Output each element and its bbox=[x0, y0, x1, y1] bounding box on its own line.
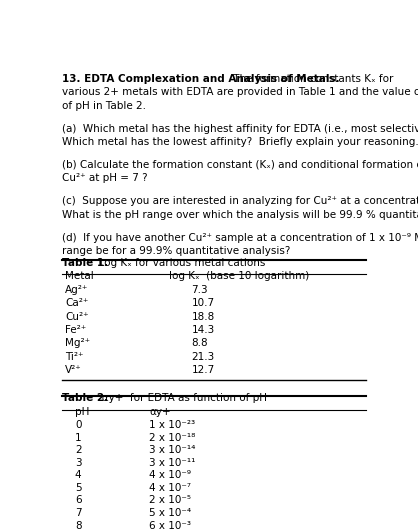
Text: 13. EDTA Complexation and Analysis of Metals.: 13. EDTA Complexation and Analysis of Me… bbox=[62, 74, 339, 84]
Text: 3 x 10⁻¹⁴: 3 x 10⁻¹⁴ bbox=[150, 445, 196, 455]
Text: 2 x 10⁻¹⁸: 2 x 10⁻¹⁸ bbox=[150, 433, 196, 443]
Text: 21.3: 21.3 bbox=[191, 352, 215, 362]
Text: αy+  for EDTA as function of pH: αy+ for EDTA as function of pH bbox=[92, 393, 267, 403]
Text: 5: 5 bbox=[75, 483, 82, 493]
Text: various 2+ metals with EDTA are provided in Table 1 and the value of αy+ as a fu: various 2+ metals with EDTA are provided… bbox=[62, 87, 418, 98]
Text: 4: 4 bbox=[75, 471, 82, 480]
Text: 6 x 10⁻³: 6 x 10⁻³ bbox=[150, 520, 191, 530]
Text: αy+: αy+ bbox=[150, 407, 171, 417]
Text: (d)  If you have another Cu²⁺ sample at a concentration of 1 x 10⁻⁹ M, what will: (d) If you have another Cu²⁺ sample at a… bbox=[62, 233, 418, 243]
Text: Cu²⁺: Cu²⁺ bbox=[65, 312, 89, 322]
Text: (b) Calculate the formation constant (Kₓ) and conditional formation constant (Kₓ: (b) Calculate the formation constant (Kₓ… bbox=[62, 160, 418, 170]
Text: 1 x 10⁻²³: 1 x 10⁻²³ bbox=[150, 420, 196, 430]
Text: Mg²⁺: Mg²⁺ bbox=[65, 339, 90, 348]
Text: Ti²⁺: Ti²⁺ bbox=[65, 352, 84, 362]
Text: range be for a 99.9% quantitative analysis?: range be for a 99.9% quantitative analys… bbox=[62, 246, 291, 256]
Text: The formation constants Kₓ for: The formation constants Kₓ for bbox=[230, 74, 394, 84]
Text: Table 1.: Table 1. bbox=[62, 258, 108, 268]
Text: 4 x 10⁻⁹: 4 x 10⁻⁹ bbox=[150, 471, 191, 480]
Text: 0: 0 bbox=[75, 420, 82, 430]
Text: of pH in Table 2.: of pH in Table 2. bbox=[62, 101, 146, 111]
Text: Fe²⁺: Fe²⁺ bbox=[65, 325, 87, 335]
Text: 2: 2 bbox=[75, 445, 82, 455]
Text: 8: 8 bbox=[75, 520, 82, 530]
Text: 6: 6 bbox=[75, 496, 82, 506]
Text: 18.8: 18.8 bbox=[191, 312, 215, 322]
Text: 3: 3 bbox=[75, 458, 82, 468]
Text: (c)  Suppose you are interested in analyzing for Cu²⁺ at a concentration of 1 x : (c) Suppose you are interested in analyz… bbox=[62, 196, 418, 206]
Text: 5 x 10⁻⁴: 5 x 10⁻⁴ bbox=[150, 508, 191, 518]
Text: 3 x 10⁻¹¹: 3 x 10⁻¹¹ bbox=[150, 458, 196, 468]
Text: 7.3: 7.3 bbox=[191, 285, 208, 295]
Text: log Kₓ  (base 10 logarithm): log Kₓ (base 10 logarithm) bbox=[169, 271, 309, 281]
Text: Which metal has the lowest affinity?  Briefly explain your reasoning.: Which metal has the lowest affinity? Bri… bbox=[62, 137, 418, 147]
Text: Ag²⁺: Ag²⁺ bbox=[65, 285, 89, 295]
Text: 14.3: 14.3 bbox=[191, 325, 215, 335]
Text: Metal: Metal bbox=[65, 271, 94, 281]
Text: 7: 7 bbox=[75, 508, 82, 518]
Text: pH: pH bbox=[75, 407, 89, 417]
Text: 10.7: 10.7 bbox=[191, 298, 215, 308]
Text: 12.7: 12.7 bbox=[191, 365, 215, 375]
Text: Table 2.: Table 2. bbox=[62, 393, 108, 403]
Text: (a)  Which metal has the highest affinity for EDTA (i.e., most selective complex: (a) Which metal has the highest affinity… bbox=[62, 123, 418, 134]
Text: What is the pH range over which the analysis will be 99.9 % quantitative?: What is the pH range over which the anal… bbox=[62, 210, 418, 220]
Text: Ca²⁺: Ca²⁺ bbox=[65, 298, 89, 308]
Text: V²⁺: V²⁺ bbox=[65, 365, 82, 375]
Text: Cu²⁺ at pH = 7 ?: Cu²⁺ at pH = 7 ? bbox=[62, 173, 148, 183]
Text: 8.8: 8.8 bbox=[191, 339, 208, 348]
Text: 1: 1 bbox=[75, 433, 82, 443]
Text: 2 x 10⁻⁵: 2 x 10⁻⁵ bbox=[150, 496, 191, 506]
Text: Log Kₓ for various metal cations: Log Kₓ for various metal cations bbox=[92, 258, 265, 268]
Text: 4 x 10⁻⁷: 4 x 10⁻⁷ bbox=[150, 483, 191, 493]
